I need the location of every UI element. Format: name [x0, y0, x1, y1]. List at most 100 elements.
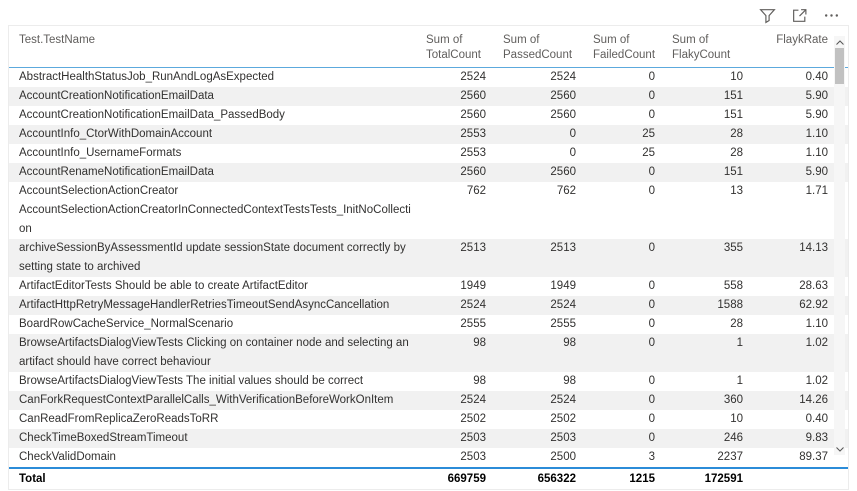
- filter-icon[interactable]: [758, 6, 777, 25]
- cell-test-name: ArtifactEditorTests Should be able to cr…: [19, 280, 308, 292]
- column-header-sum-of-flakycount[interactable]: Sum of FlakyCount: [672, 34, 731, 61]
- cell-totalcount: 2553: [460, 147, 486, 159]
- column-header-test-testname[interactable]: Test.TestName: [19, 34, 96, 46]
- table-row[interactable]: BrowseArtifactsDialogViewTests The initi…: [9, 372, 848, 391]
- cell-flaykrate: 1.71: [805, 185, 828, 197]
- column-header-flaykrate[interactable]: FlaykRate: [776, 34, 828, 46]
- total-failedcount: 1215: [629, 473, 655, 485]
- cell-flakycount: 1: [736, 375, 743, 387]
- cell-passedcount: 2500: [550, 451, 576, 463]
- scrollbar-thumb[interactable]: [835, 48, 844, 84]
- cell-flakycount: 355: [723, 242, 743, 254]
- cell-flaykrate: 14.26: [799, 394, 828, 406]
- cell-test-name: ArtifactHttpRetryMessageHandlerRetriesTi…: [19, 299, 390, 311]
- vertical-scrollbar[interactable]: [834, 36, 845, 455]
- cell-passedcount: 0: [569, 128, 576, 140]
- total-row: Total 669759 656322 1215 172591: [9, 467, 848, 489]
- cell-passedcount: 2502: [550, 413, 576, 425]
- table-body: AbstractHealthStatusJob_RunAndLogAsExpec…: [9, 68, 848, 467]
- cell-test-name: CheckTimeBoxedStreamTimeout: [19, 432, 188, 444]
- table-row[interactable]: AccountSelectionActionCreator AccountSel…: [9, 182, 848, 239]
- cell-flaykrate: 1.10: [805, 318, 828, 330]
- cell-totalcount: 2553: [460, 128, 486, 140]
- table-row[interactable]: AccountInfo_CtorWithDomainAccount 2553 0…: [9, 125, 848, 144]
- table-row[interactable]: AccountCreationNotificationEmailData 256…: [9, 87, 848, 106]
- cell-passedcount: 2560: [550, 109, 576, 121]
- cell-flakycount: 151: [723, 109, 743, 121]
- scroll-down-icon[interactable]: [834, 443, 845, 455]
- cell-flaykrate: 14.13: [799, 242, 828, 254]
- more-options-icon[interactable]: [822, 6, 841, 25]
- cell-failedcount: 0: [648, 299, 655, 311]
- cell-flakycount: 151: [723, 166, 743, 178]
- cell-totalcount: 2513: [460, 242, 486, 254]
- cell-totalcount: 762: [466, 185, 486, 197]
- table-header-row: Test.TestName Sum of TotalCount Sum of P…: [9, 26, 848, 68]
- total-flakycount: 172591: [704, 473, 743, 485]
- cell-totalcount: 2524: [460, 299, 486, 311]
- test-results-table: Test.TestName Sum of TotalCount Sum of P…: [9, 26, 848, 489]
- cell-test-name: AccountSelectionActionCreator AccountSel…: [19, 185, 411, 235]
- total-passedcount: 656322: [537, 473, 576, 485]
- cell-test-name: BrowseArtifactsDialogViewTests Clicking …: [19, 337, 409, 368]
- table-row[interactable]: BrowseArtifactsDialogViewTests Clicking …: [9, 334, 848, 372]
- cell-failedcount: 0: [648, 394, 655, 406]
- cell-test-name: CanForkRequestContextParallelCalls_WithV…: [19, 394, 394, 406]
- cell-totalcount: 98: [473, 375, 486, 387]
- table-row[interactable]: archiveSessionByAssessmentId update sess…: [9, 239, 848, 277]
- cell-flaykrate: 28.63: [799, 280, 828, 292]
- cell-passedcount: 2503: [550, 432, 576, 444]
- table-row[interactable]: CanReadFromReplicaZeroReadsToRR 2502 250…: [9, 410, 848, 429]
- cell-failedcount: 25: [642, 128, 655, 140]
- cell-flakycount: 151: [723, 90, 743, 102]
- cell-passedcount: 0: [569, 147, 576, 159]
- cell-passedcount: 98: [563, 337, 576, 349]
- table-visual: Test.TestName Sum of TotalCount Sum of P…: [8, 25, 849, 490]
- cell-passedcount: 762: [556, 185, 576, 197]
- cell-failedcount: 0: [648, 185, 655, 197]
- cell-failedcount: 0: [648, 71, 655, 83]
- total-label: Total: [19, 473, 46, 485]
- table-row[interactable]: CheckTimeBoxedStreamTimeout 2503 2503 0 …: [9, 429, 848, 448]
- cell-failedcount: 3: [648, 451, 655, 463]
- cell-flakycount: 10: [730, 413, 743, 425]
- cell-flaykrate: 5.90: [805, 109, 828, 121]
- cell-test-name: AccountRenameNotificationEmailData: [19, 166, 214, 178]
- cell-flakycount: 2237: [717, 451, 743, 463]
- cell-flaykrate: 1.10: [805, 128, 828, 140]
- cell-failedcount: 0: [648, 242, 655, 254]
- column-header-sum-of-failedcount[interactable]: Sum of FailedCount: [593, 34, 656, 61]
- total-totalcount: 669759: [447, 473, 486, 485]
- cell-failedcount: 0: [648, 318, 655, 330]
- cell-flakycount: 558: [723, 280, 743, 292]
- cell-passedcount: 2524: [550, 71, 576, 83]
- table-row[interactable]: CheckValidDomain 2503 2500 3 2237 89.37: [9, 448, 848, 467]
- cell-flaykrate: 5.90: [805, 166, 828, 178]
- scroll-up-icon[interactable]: [834, 36, 845, 48]
- cell-failedcount: 0: [648, 109, 655, 121]
- cell-failedcount: 0: [648, 337, 655, 349]
- cell-failedcount: 25: [642, 147, 655, 159]
- cell-failedcount: 0: [648, 413, 655, 425]
- column-header-sum-of-totalcount[interactable]: Sum of TotalCount: [426, 34, 481, 61]
- cell-test-name: AbstractHealthStatusJob_RunAndLogAsExpec…: [19, 71, 275, 83]
- table-row[interactable]: AccountInfo_UsernameFormats 2553 0 25 28…: [9, 144, 848, 163]
- table-row[interactable]: ArtifactEditorTests Should be able to cr…: [9, 277, 848, 296]
- cell-test-name: AccountCreationNotificationEmailData: [19, 90, 214, 102]
- cell-flaykrate: 1.02: [805, 375, 828, 387]
- cell-totalcount: 2524: [460, 394, 486, 406]
- cell-totalcount: 2503: [460, 432, 486, 444]
- table-row[interactable]: AccountRenameNotificationEmailData 2560 …: [9, 163, 848, 182]
- cell-totalcount: 2560: [460, 109, 486, 121]
- cell-passedcount: 1949: [550, 280, 576, 292]
- column-header-sum-of-passedcount[interactable]: Sum of PassedCount: [503, 34, 573, 61]
- table-row[interactable]: ArtifactHttpRetryMessageHandlerRetriesTi…: [9, 296, 848, 315]
- table-row[interactable]: BoardRowCacheService_NormalScenario 2555…: [9, 315, 848, 334]
- table-row[interactable]: CanForkRequestContextParallelCalls_WithV…: [9, 391, 848, 410]
- cell-flakycount: 13: [730, 185, 743, 197]
- table-row[interactable]: AbstractHealthStatusJob_RunAndLogAsExpec…: [9, 68, 848, 87]
- visual-header-toolbar: [758, 6, 841, 25]
- table-row[interactable]: AccountCreationNotificationEmailData_Pas…: [9, 106, 848, 125]
- focus-mode-icon[interactable]: [790, 6, 809, 25]
- cell-flaykrate: 5.90: [805, 90, 828, 102]
